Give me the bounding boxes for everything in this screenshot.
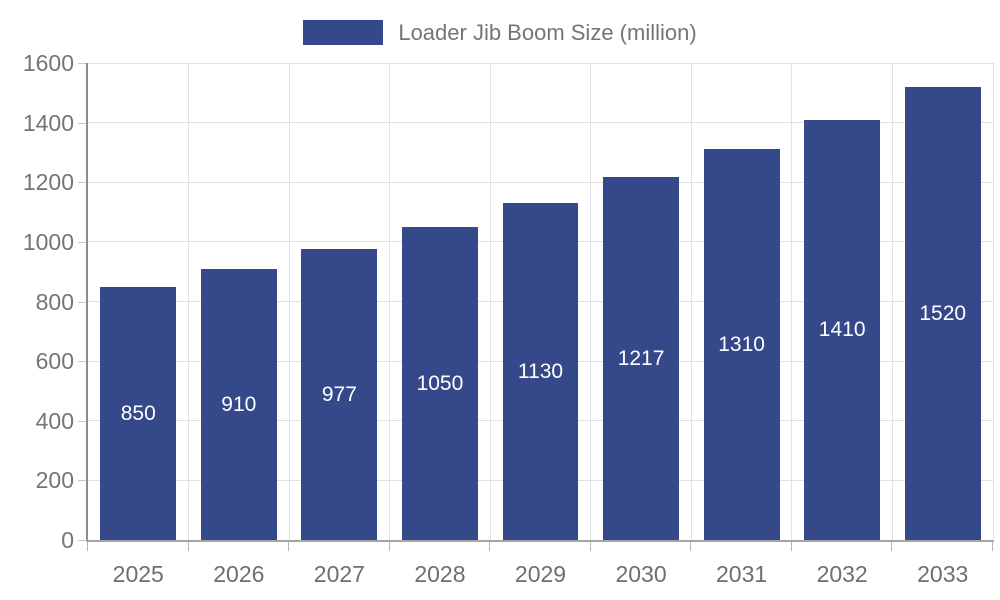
x-axis-tick <box>187 542 189 551</box>
y-tick-label: 1600 <box>22 50 74 76</box>
bar-value-label: 977 <box>321 382 357 406</box>
legend[interactable]: Loader Jib Boom Size (million) <box>0 12 1000 52</box>
y-axis-tick <box>78 63 86 64</box>
x-axis-tick <box>589 542 591 551</box>
x-axis-tick <box>992 542 993 551</box>
y-tick-label: 800 <box>35 288 74 315</box>
bar-value-label: 1130 <box>517 360 564 384</box>
y-tick-label: 200 <box>35 467 74 494</box>
x-tick-label: 2031 <box>716 561 768 587</box>
bar-value-label: 910 <box>221 392 257 416</box>
x-tick-label: 2028 <box>414 561 466 587</box>
y-tick-label: 1400 <box>22 109 74 136</box>
x-axis-tick <box>790 542 792 551</box>
bar-2025: 850 <box>100 286 177 540</box>
y-axis-tick <box>78 182 86 184</box>
bar-value-label: 1410 <box>818 318 866 342</box>
x-tick-label: 2032 <box>816 561 868 587</box>
x-tick-label: 2033 <box>917 561 969 587</box>
y-axis-tick <box>78 241 86 243</box>
x-axis-tick <box>288 542 290 551</box>
y-axis-line <box>86 63 88 542</box>
gridline-vertical <box>489 63 491 540</box>
bar-2027: 977 <box>301 248 378 540</box>
x-tick-label: 2026 <box>213 561 265 587</box>
y-tick-label: 0 <box>61 527 74 553</box>
bar-value-label: 1050 <box>416 371 464 395</box>
legend-label: Loader Jib Boom Size (million) <box>398 19 697 45</box>
x-tick-label: 2030 <box>615 561 667 587</box>
gridline-vertical <box>791 63 793 540</box>
x-axis-tick <box>891 542 893 551</box>
gridline-vertical <box>690 63 692 540</box>
bar-value-label: 1520 <box>919 301 967 325</box>
gridline-vertical <box>891 63 893 540</box>
y-axis-tick <box>78 540 86 541</box>
bar-2028: 1050 <box>401 226 478 540</box>
bar-value-label: 850 <box>120 401 156 425</box>
y-axis-tick <box>78 122 86 124</box>
y-tick-label: 600 <box>35 348 74 375</box>
gridline-vertical <box>288 63 290 540</box>
x-tick-label: 2029 <box>514 561 567 587</box>
bar-2030: 1217 <box>603 177 679 540</box>
bar-2032: 1410 <box>804 119 881 540</box>
gridline-horizontal <box>88 181 993 183</box>
gridline-vertical <box>992 63 994 540</box>
y-axis-tick <box>78 301 86 303</box>
x-axis-tick <box>388 542 390 551</box>
legend-swatch <box>303 19 384 45</box>
x-axis-tick <box>690 542 692 551</box>
gridline-vertical <box>590 63 592 540</box>
x-tick-label: 2025 <box>112 561 164 587</box>
gridline-horizontal <box>88 122 993 124</box>
y-tick-label: 400 <box>35 407 74 434</box>
y-axis-tick <box>78 420 86 422</box>
bar-2033: 1520 <box>904 86 981 540</box>
plot-area: 850 910 977 1050 1130 1217 1310 1410 1520 <box>88 62 994 540</box>
x-axis-tick <box>489 542 491 551</box>
bar-2029: 1130 <box>502 203 579 540</box>
x-axis-tick <box>87 542 88 551</box>
bar-value-label: 1217 <box>617 347 665 371</box>
x-tick-label: 2027 <box>313 561 365 587</box>
bar-2026: 910 <box>200 268 277 540</box>
y-axis-tick <box>78 361 86 363</box>
gridline-horizontal <box>88 62 993 64</box>
y-axis-tick <box>78 480 86 482</box>
y-tick-label: 1200 <box>22 169 74 196</box>
gridline-vertical <box>188 63 190 540</box>
gridline-vertical <box>389 63 391 540</box>
bar-value-label: 1310 <box>718 333 765 357</box>
bar-2031: 1310 <box>703 149 780 540</box>
x-axis-line <box>86 540 994 542</box>
y-tick-label: 1000 <box>22 228 74 255</box>
